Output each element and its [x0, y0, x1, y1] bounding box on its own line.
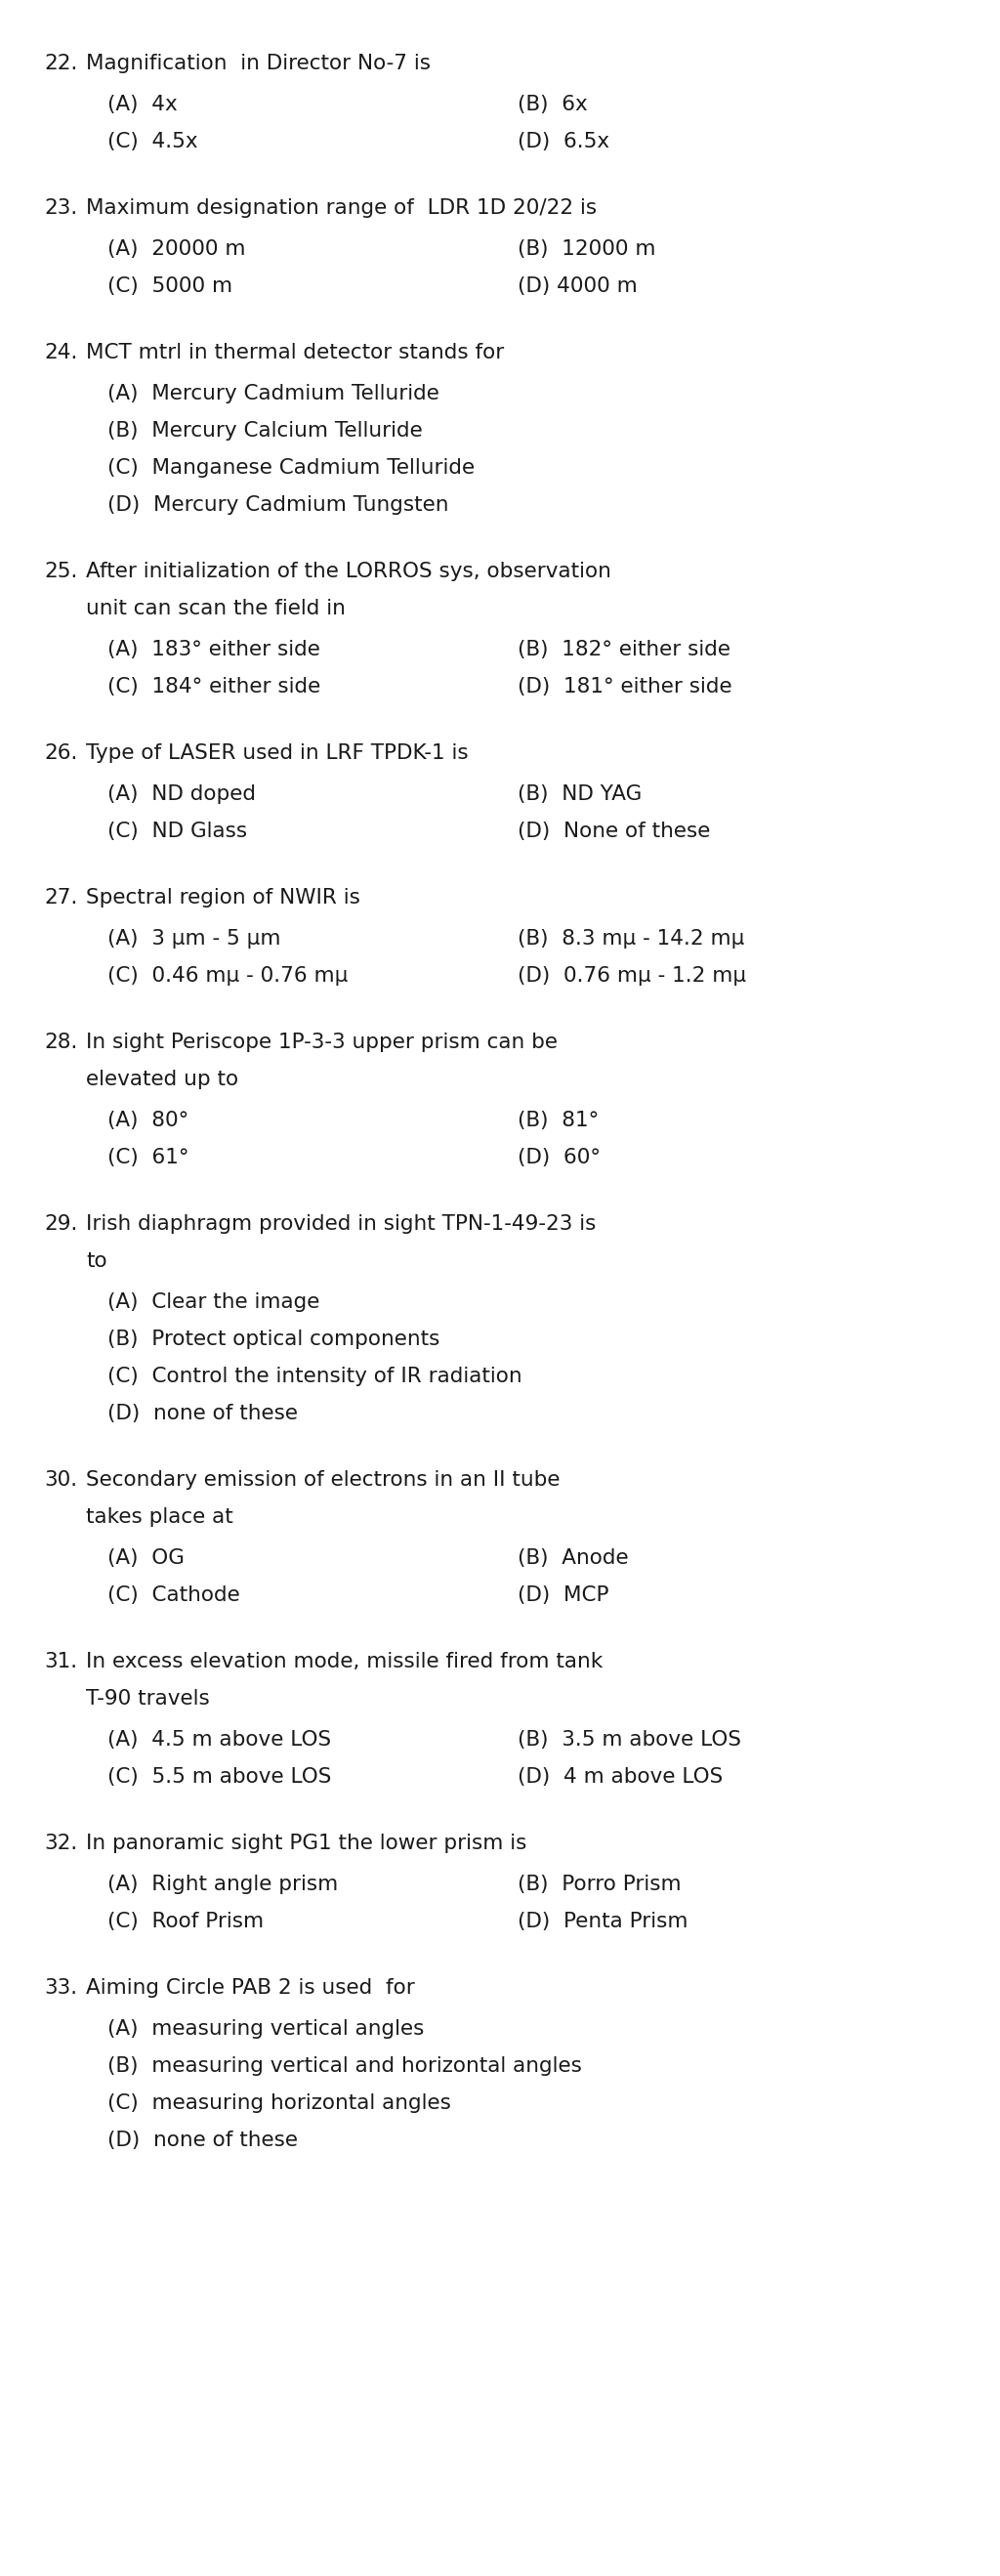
Text: Irish diaphragm provided in sight TPN-1-49-23 is: Irish diaphragm provided in sight TPN-1-…: [86, 1213, 596, 1234]
Text: (B)  12000 m: (B) 12000 m: [518, 240, 656, 258]
Text: (B)  ND YAG: (B) ND YAG: [518, 786, 642, 804]
Text: Aiming Circle PAB 2 is used  for: Aiming Circle PAB 2 is used for: [86, 1978, 415, 1999]
Text: 27.: 27.: [44, 889, 78, 907]
Text: (C)  measuring horizontal angles: (C) measuring horizontal angles: [107, 2094, 451, 2112]
Text: (D)  181° either side: (D) 181° either side: [518, 677, 732, 696]
Text: (D)  4 m above LOS: (D) 4 m above LOS: [518, 1767, 723, 1788]
Text: 28.: 28.: [44, 1033, 78, 1051]
Text: In panoramic sight PG1 the lower prism is: In panoramic sight PG1 the lower prism i…: [86, 1834, 527, 1852]
Text: (D)  none of these: (D) none of these: [107, 2130, 298, 2151]
Text: elevated up to: elevated up to: [86, 1069, 238, 1090]
Text: 26.: 26.: [44, 744, 78, 762]
Text: (C)  5.5 m above LOS: (C) 5.5 m above LOS: [107, 1767, 331, 1788]
Text: 24.: 24.: [44, 343, 78, 363]
Text: (A)  Mercury Cadmium Telluride: (A) Mercury Cadmium Telluride: [107, 384, 439, 404]
Text: 32.: 32.: [44, 1834, 77, 1852]
Text: 30.: 30.: [44, 1471, 77, 1489]
Text: (D)  Penta Prism: (D) Penta Prism: [518, 1911, 688, 1932]
Text: (D)  None of these: (D) None of these: [518, 822, 710, 842]
Text: In sight Periscope 1P-3-3 upper prism can be: In sight Periscope 1P-3-3 upper prism ca…: [86, 1033, 558, 1051]
Text: After initialization of the LORROS sys, observation: After initialization of the LORROS sys, …: [86, 562, 611, 582]
Text: (B)  Porro Prism: (B) Porro Prism: [518, 1875, 681, 1893]
Text: (A)  80°: (A) 80°: [107, 1110, 189, 1131]
Text: (B)  182° either side: (B) 182° either side: [518, 639, 730, 659]
Text: (D) 4000 m: (D) 4000 m: [518, 276, 637, 296]
Text: (C)  Manganese Cadmium Telluride: (C) Manganese Cadmium Telluride: [107, 459, 475, 477]
Text: (B)  8.3 mμ - 14.2 mμ: (B) 8.3 mμ - 14.2 mμ: [518, 930, 745, 948]
Text: (A)  measuring vertical angles: (A) measuring vertical angles: [107, 2020, 424, 2038]
Text: (C)  ND Glass: (C) ND Glass: [107, 822, 247, 842]
Text: 23.: 23.: [44, 198, 77, 219]
Text: (D)  Mercury Cadmium Tungsten: (D) Mercury Cadmium Tungsten: [107, 495, 449, 515]
Text: MCT mtrl in thermal detector stands for: MCT mtrl in thermal detector stands for: [86, 343, 504, 363]
Text: T-90 travels: T-90 travels: [86, 1690, 210, 1708]
Text: (C)  5000 m: (C) 5000 m: [107, 276, 233, 296]
Text: Magnification  in Director No-7 is: Magnification in Director No-7 is: [86, 54, 431, 72]
Text: (B)  measuring vertical and horizontal angles: (B) measuring vertical and horizontal an…: [107, 2056, 582, 2076]
Text: 22.: 22.: [44, 54, 78, 72]
Text: (B)  6x: (B) 6x: [518, 95, 588, 113]
Text: (D)  0.76 mμ - 1.2 mμ: (D) 0.76 mμ - 1.2 mμ: [518, 966, 746, 987]
Text: (B)  Mercury Calcium Telluride: (B) Mercury Calcium Telluride: [107, 420, 423, 440]
Text: (B)  3.5 m above LOS: (B) 3.5 m above LOS: [518, 1731, 741, 1749]
Text: 33.: 33.: [44, 1978, 77, 1999]
Text: (D)  60°: (D) 60°: [518, 1149, 601, 1167]
Text: (A)  ND doped: (A) ND doped: [107, 786, 256, 804]
Text: (C)  Roof Prism: (C) Roof Prism: [107, 1911, 264, 1932]
Text: 31.: 31.: [44, 1651, 77, 1672]
Text: (C)  61°: (C) 61°: [107, 1149, 189, 1167]
Text: (C)  4.5x: (C) 4.5x: [107, 131, 198, 152]
Text: 29.: 29.: [44, 1213, 78, 1234]
Text: (C)  184° either side: (C) 184° either side: [107, 677, 321, 696]
Text: (A)  OG: (A) OG: [107, 1548, 184, 1569]
Text: (A)  4.5 m above LOS: (A) 4.5 m above LOS: [107, 1731, 331, 1749]
Text: (C)  0.46 mμ - 0.76 mμ: (C) 0.46 mμ - 0.76 mμ: [107, 966, 348, 987]
Text: (A)  3 μm - 5 μm: (A) 3 μm - 5 μm: [107, 930, 281, 948]
Text: 25.: 25.: [44, 562, 78, 582]
Text: takes place at: takes place at: [86, 1507, 233, 1528]
Text: (D)  none of these: (D) none of these: [107, 1404, 298, 1425]
Text: (B)  Anode: (B) Anode: [518, 1548, 629, 1569]
Text: (A)  Clear the image: (A) Clear the image: [107, 1293, 320, 1311]
Text: (A)  20000 m: (A) 20000 m: [107, 240, 246, 258]
Text: (D)  MCP: (D) MCP: [518, 1584, 609, 1605]
Text: (D)  6.5x: (D) 6.5x: [518, 131, 609, 152]
Text: (B)  Protect optical components: (B) Protect optical components: [107, 1329, 440, 1350]
Text: (C)  Cathode: (C) Cathode: [107, 1584, 240, 1605]
Text: In excess elevation mode, missile fired from tank: In excess elevation mode, missile fired …: [86, 1651, 603, 1672]
Text: Secondary emission of electrons in an II tube: Secondary emission of electrons in an II…: [86, 1471, 560, 1489]
Text: to: to: [86, 1252, 107, 1270]
Text: Spectral region of NWIR is: Spectral region of NWIR is: [86, 889, 360, 907]
Text: unit can scan the field in: unit can scan the field in: [86, 598, 346, 618]
Text: (A)  4x: (A) 4x: [107, 95, 177, 113]
Text: (A)  183° either side: (A) 183° either side: [107, 639, 320, 659]
Text: Maximum designation range of  LDR 1D 20/22 is: Maximum designation range of LDR 1D 20/2…: [86, 198, 597, 219]
Text: Type of LASER used in LRF TPDK-1 is: Type of LASER used in LRF TPDK-1 is: [86, 744, 468, 762]
Text: (A)  Right angle prism: (A) Right angle prism: [107, 1875, 338, 1893]
Text: (C)  Control the intensity of IR radiation: (C) Control the intensity of IR radiatio…: [107, 1368, 522, 1386]
Text: (B)  81°: (B) 81°: [518, 1110, 599, 1131]
